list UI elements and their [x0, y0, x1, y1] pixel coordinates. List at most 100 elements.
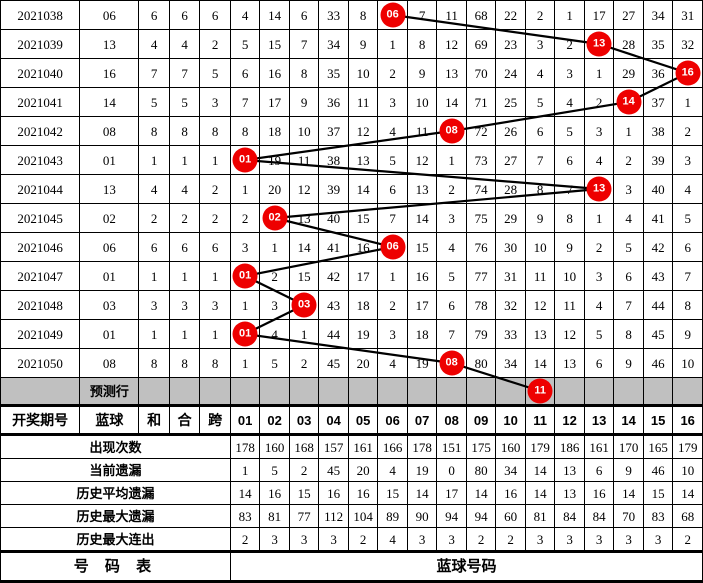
matrix-cell: 15 — [259, 29, 290, 59]
matrix-cell: 40 — [642, 174, 674, 204]
matrix-cell: 42 — [318, 261, 349, 291]
stats-value: 16 — [318, 481, 349, 505]
matrix-cell: 14 — [347, 174, 379, 204]
stats-value: 94 — [436, 504, 467, 528]
stats-value: 34 — [495, 458, 526, 482]
matrix-cell: 10 — [554, 261, 585, 291]
matrix-cell-hit: 08 — [436, 116, 467, 146]
stats-value: 165 — [642, 434, 674, 459]
matrix-cell: 39 — [642, 145, 674, 175]
header-number-05: 05 — [347, 404, 379, 436]
matrix-cell: 16 — [259, 58, 290, 88]
stats-value: 3 — [642, 527, 674, 552]
matrix-cell: 5 — [554, 116, 585, 146]
sum-value: 3 — [138, 290, 170, 320]
header-number-07: 07 — [406, 404, 438, 436]
matrix-cell: 42 — [642, 232, 674, 262]
stats-value: 178 — [229, 434, 261, 459]
composite-value: 4 — [168, 29, 201, 59]
matrix-cell: 13 — [406, 174, 438, 204]
issue-number: 2021041 — [0, 87, 81, 117]
matrix-cell: 9 — [554, 232, 585, 262]
matrix-cell: 23 — [495, 29, 526, 59]
blue-ball-number: 16 — [79, 58, 140, 88]
stats-value: 178 — [406, 434, 438, 459]
matrix-cell: 20 — [259, 174, 290, 204]
matrix-cell: 8 — [347, 0, 379, 30]
sum-value: 8 — [138, 116, 170, 146]
matrix-cell: 43 — [642, 261, 674, 291]
matrix-cell: 12 — [406, 145, 438, 175]
matrix-cell: 41 — [642, 203, 674, 233]
matrix-cell: 5 — [583, 319, 615, 349]
matrix-cell: 34 — [318, 29, 349, 59]
stats-label: 历史最大遗漏 — [0, 504, 231, 528]
matrix-cell: 41 — [318, 232, 349, 262]
issue-number: 2021045 — [0, 203, 81, 233]
issue-number: 2021050 — [0, 348, 81, 378]
matrix-cell-hit: 01 — [229, 145, 261, 175]
composite-value: 6 — [168, 0, 201, 30]
matrix-cell: 36 — [318, 87, 349, 117]
matrix-cell: 35 — [642, 29, 674, 59]
prediction-cell — [465, 377, 497, 406]
matrix-cell: 16 — [347, 232, 379, 262]
stats-value: 2 — [288, 458, 320, 482]
matrix-cell: 1 — [583, 58, 615, 88]
matrix-cell: 16 — [406, 261, 438, 291]
stats-value: 90 — [406, 504, 438, 528]
matrix-cell: 4 — [229, 0, 261, 30]
matrix-cell: 36 — [642, 58, 674, 88]
stats-value: 13 — [554, 458, 585, 482]
stats-value: 5 — [259, 458, 290, 482]
stats-value: 16 — [347, 481, 379, 505]
stats-value: 3 — [554, 527, 585, 552]
stats-value: 9 — [613, 458, 644, 482]
stats-value: 14 — [465, 481, 497, 505]
sum-value: 4 — [138, 174, 170, 204]
header-number-12: 12 — [554, 404, 585, 436]
stats-label: 出现次数 — [0, 434, 231, 459]
matrix-cell-hit: 06 — [377, 0, 408, 30]
table-row: 2021042 08 8 8 8 8 18 10 37 12 4 11 08 72 26 6 5 3 1 38 2 — [0, 116, 703, 146]
matrix-cell: 2 — [524, 0, 556, 30]
matrix-cell: 7 — [672, 261, 703, 291]
matrix-cell-hit: 13 — [583, 174, 615, 204]
matrix-cell: 10 — [672, 348, 703, 378]
header-span: 跨 — [199, 404, 231, 436]
matrix-cell: 8 — [288, 58, 320, 88]
header-number-10: 10 — [495, 404, 526, 436]
matrix-cell: 34 — [642, 0, 674, 30]
matrix-cell: 4 — [583, 290, 615, 320]
matrix-cell: 1 — [613, 116, 644, 146]
matrix-cell: 8 — [406, 29, 438, 59]
matrix-cell: 2 — [229, 203, 261, 233]
stats-label: 当前遗漏 — [0, 458, 231, 482]
matrix-cell-hit: 16 — [672, 58, 703, 88]
matrix-cell: 6 — [613, 261, 644, 291]
matrix-cell: 10 — [347, 58, 379, 88]
stats-value: 6 — [583, 458, 615, 482]
matrix-cell: 38 — [318, 145, 349, 175]
matrix-cell: 7 — [554, 174, 585, 204]
header-composite: 合 — [168, 404, 201, 436]
matrix-cell: 1 — [229, 174, 261, 204]
stats-value: 45 — [318, 458, 349, 482]
matrix-cell: 22 — [495, 0, 526, 30]
matrix-cell: 5 — [613, 232, 644, 262]
table-row: 2021045 02 2 2 2 2 02 13 40 15 7 14 3 75 29 9 8 1 4 41 5 — [0, 203, 703, 233]
stats-value: 3 — [524, 527, 556, 552]
matrix-cell: 6 — [583, 348, 615, 378]
prediction-cell-hit: 11 — [524, 377, 556, 406]
matrix-cell: 19 — [406, 348, 438, 378]
blue-ball-number: 01 — [79, 145, 140, 175]
header-number-11: 11 — [524, 404, 556, 436]
prediction-cell — [318, 377, 349, 406]
matrix-cell: 15 — [347, 203, 379, 233]
matrix-cell: 12 — [554, 319, 585, 349]
table-row: 2021047 01 1 1 1 01 2 15 42 17 1 16 5 77 31 11 10 3 6 43 7 — [0, 261, 703, 291]
stats-row: 出现次数 178 160 168 157 161 166 178 151 175 160 179 186… — [0, 434, 703, 459]
prediction-blank — [168, 377, 201, 406]
matrix-cell: 17 — [347, 261, 379, 291]
matrix-cell: 14 — [406, 203, 438, 233]
